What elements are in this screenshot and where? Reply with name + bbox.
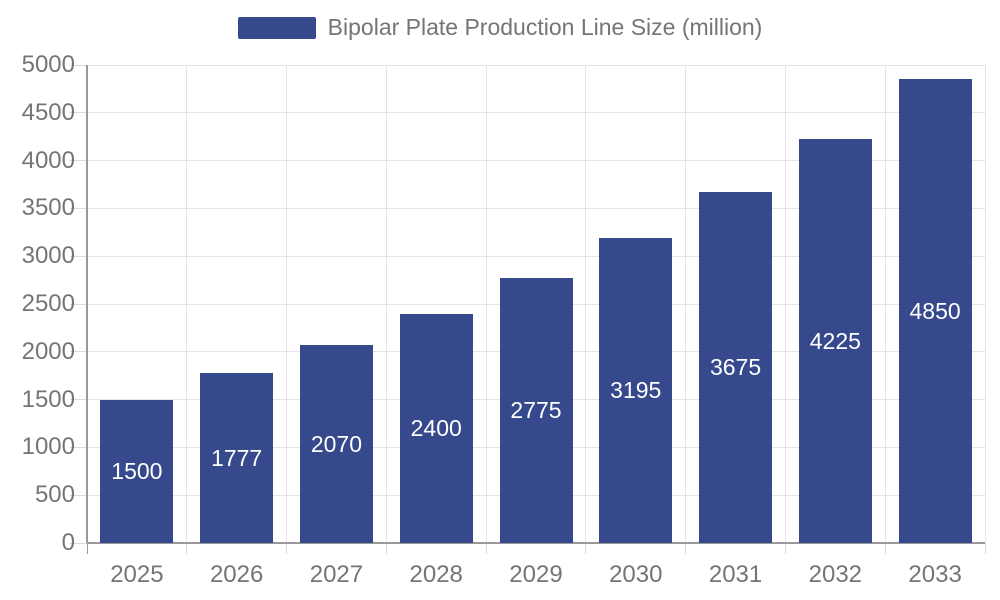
gridline-v xyxy=(784,65,786,543)
x-axis-tick xyxy=(186,543,188,554)
y-axis-tick xyxy=(70,160,87,162)
gridline-v xyxy=(585,65,587,543)
x-axis-tick xyxy=(685,543,687,554)
x-axis-tick xyxy=(385,543,387,554)
y-axis-label: 500 xyxy=(34,481,75,509)
bar-2031[interactable]: 3675 xyxy=(699,191,773,543)
bar-value-label: 2775 xyxy=(510,396,562,423)
y-axis-tick xyxy=(70,542,87,544)
y-axis-label: 4500 xyxy=(21,98,75,126)
bar-2026[interactable]: 1777 xyxy=(200,373,274,543)
x-axis-tick xyxy=(286,543,288,554)
y-axis-tick xyxy=(70,255,87,257)
bar-2025[interactable]: 1500 xyxy=(100,399,174,543)
gridline-h xyxy=(87,160,985,162)
gridline-h xyxy=(87,207,985,209)
x-axis-label: 2028 xyxy=(409,561,463,588)
y-axis-label: 1000 xyxy=(21,433,75,461)
bar-value-label: 1500 xyxy=(111,457,163,484)
bar-value-label: 3195 xyxy=(610,376,662,403)
bar-value-label: 1777 xyxy=(211,444,263,471)
y-axis-tick xyxy=(70,446,87,448)
gridline-v xyxy=(984,65,986,543)
x-axis-label: 2025 xyxy=(110,561,164,588)
x-axis-label: 2029 xyxy=(509,561,563,588)
x-axis-label: 2027 xyxy=(309,561,364,588)
y-axis-label: 4000 xyxy=(21,146,75,174)
gridline-v xyxy=(685,65,687,543)
bar-2027[interactable]: 2070 xyxy=(299,345,373,543)
gridline-v xyxy=(385,65,387,543)
legend-swatch xyxy=(237,16,316,39)
y-axis-label: 2000 xyxy=(21,337,75,365)
gridline-v xyxy=(286,65,288,543)
x-axis-label: 2032 xyxy=(808,561,863,588)
y-axis-label: 5000 xyxy=(21,51,75,78)
x-axis-tick xyxy=(585,543,587,554)
bar-2033[interactable]: 4850 xyxy=(898,79,972,543)
bar-value-label: 4225 xyxy=(809,327,861,354)
y-axis-tick xyxy=(70,207,87,209)
y-axis-line xyxy=(86,65,88,543)
y-axis-tick xyxy=(70,399,87,401)
legend-label: Bipolar Plate Production Line Size (mill… xyxy=(327,14,763,40)
x-axis-label: 2033 xyxy=(908,561,962,588)
gridline-h xyxy=(87,255,985,257)
x-axis-tick xyxy=(884,543,886,554)
y-axis-label: 1500 xyxy=(21,385,75,413)
y-axis-tick xyxy=(70,351,87,353)
gridline-v xyxy=(485,65,487,543)
bar-2030[interactable]: 3195 xyxy=(599,237,673,543)
gridline-v xyxy=(186,65,188,543)
bar-2028[interactable]: 2400 xyxy=(399,313,473,543)
legend[interactable]: Bipolar Plate Production Line Size (mill… xyxy=(0,14,1000,41)
y-axis-label: 3000 xyxy=(21,242,75,270)
gridline-h xyxy=(87,112,985,114)
x-axis-tick xyxy=(784,543,786,554)
y-axis-tick xyxy=(70,494,87,496)
plot-area: 0 500 1000 1500 2000 2500 3000 3500 4000 4500 5000… xyxy=(22,51,986,588)
x-axis-label: 2026 xyxy=(209,561,264,588)
gridline-h xyxy=(87,64,985,66)
bar-value-label: 4850 xyxy=(909,297,961,324)
x-axis-line xyxy=(87,542,985,544)
x-axis-label: 2030 xyxy=(609,561,663,588)
x-axis-label: 2031 xyxy=(708,561,763,588)
x-axis-tick xyxy=(86,543,88,554)
bar-2032[interactable]: 4225 xyxy=(798,139,872,543)
y-axis-label: 0 xyxy=(61,529,75,556)
y-axis-tick xyxy=(70,64,87,66)
y-axis-tick xyxy=(70,112,87,114)
y-axis-label: 2500 xyxy=(21,290,75,317)
bar-value-label: 3675 xyxy=(709,353,762,380)
y-axis-label: 3500 xyxy=(21,194,75,222)
bar-value-label: 2400 xyxy=(410,414,462,441)
x-axis-tick xyxy=(485,543,487,554)
bar-value-label: 2070 xyxy=(310,430,363,457)
y-axis-tick xyxy=(70,303,87,305)
bar-2029[interactable]: 2775 xyxy=(499,277,573,543)
gridline-v xyxy=(884,65,886,543)
x-axis-tick xyxy=(984,543,986,554)
